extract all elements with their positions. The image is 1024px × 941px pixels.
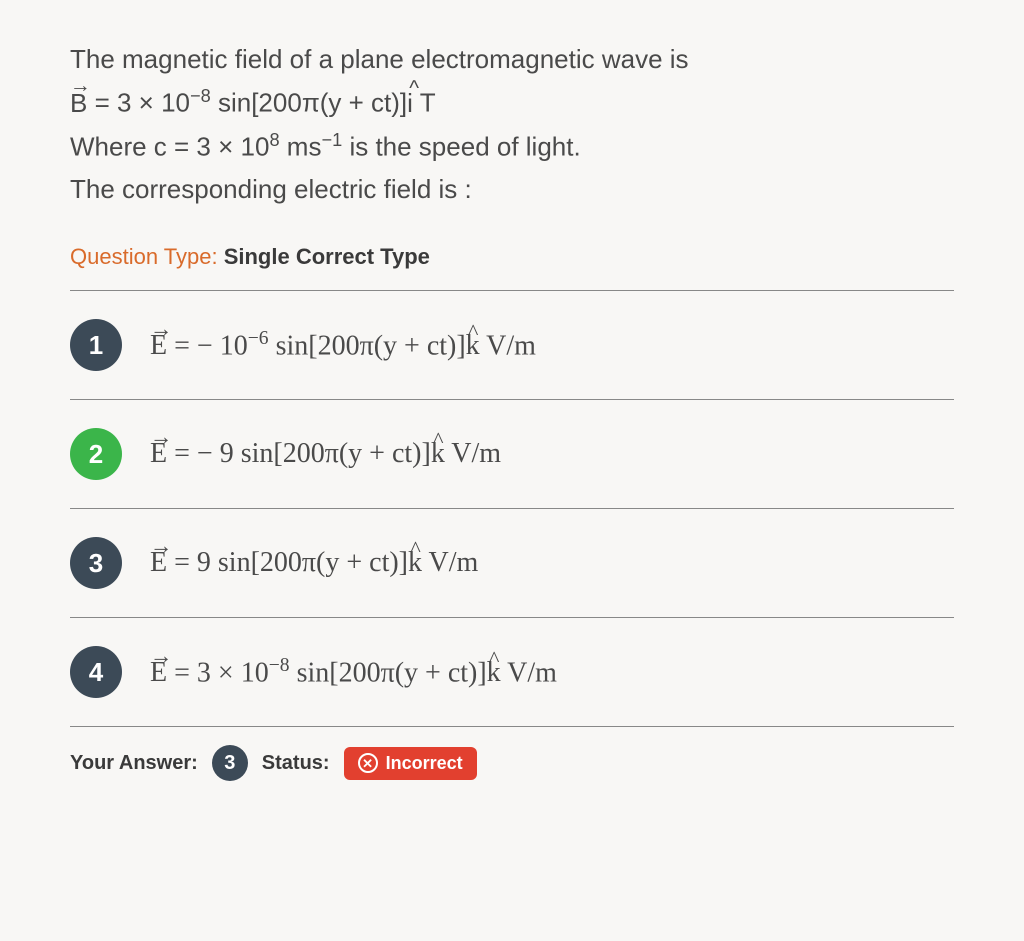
- option-2-badge: 2: [70, 428, 122, 480]
- status-label: Status:: [262, 752, 330, 775]
- vector-e: E: [150, 657, 167, 689]
- separator: [70, 726, 954, 727]
- option-4-badge: 4: [70, 646, 122, 698]
- unit-k-hat: k: [431, 438, 445, 470]
- question-line-2: B = 3 × 10−8 sin[200π(y + ct)]i T: [70, 83, 954, 123]
- option-4[interactable]: 4 E = 3 × 10−8 sin[200π(y + ct)]k V/m: [70, 618, 954, 726]
- question-type-row: Question Type: Single Correct Type: [70, 244, 954, 270]
- option-4-text: E = 3 × 10−8 sin[200π(y + ct)]k V/m: [150, 655, 557, 689]
- your-answer-label: Your Answer:: [70, 752, 198, 775]
- question-line-3: Where c = 3 × 108 ms−1 is the speed of l…: [70, 127, 954, 167]
- option-2-text: E = − 9 sin[200π(y + ct)]k V/m: [150, 438, 501, 470]
- question-line-4: The corresponding electric field is :: [70, 170, 954, 209]
- option-3-badge: 3: [70, 537, 122, 589]
- question-type-value: Single Correct Type: [224, 244, 430, 269]
- status-pill: ✕ Incorrect: [344, 747, 477, 780]
- option-3-text: E = 9 sin[200π(y + ct)]k V/m: [150, 547, 478, 579]
- vector-e: E: [150, 547, 167, 579]
- option-3[interactable]: 3 E = 9 sin[200π(y + ct)]k V/m: [70, 509, 954, 617]
- your-answer-badge: 3: [212, 745, 248, 781]
- vector-b: B: [70, 84, 87, 123]
- vector-e: E: [150, 438, 167, 470]
- question-text: The magnetic field of a plane electromag…: [70, 40, 954, 209]
- unit-k-hat: k: [466, 330, 480, 362]
- question-line-1: The magnetic field of a plane electromag…: [70, 40, 954, 79]
- footer-row: Your Answer: 3 Status: ✕ Incorrect: [70, 745, 954, 781]
- vector-e: E: [150, 330, 167, 362]
- unit-k-hat: k: [408, 547, 422, 579]
- option-2[interactable]: 2 E = − 9 sin[200π(y + ct)]k V/m: [70, 400, 954, 508]
- question-type-label: Question Type:: [70, 244, 224, 269]
- unit-k-hat: k: [487, 657, 501, 689]
- option-1[interactable]: 1 E = − 10−6 sin[200π(y + ct)]k V/m: [70, 291, 954, 399]
- status-value: Incorrect: [386, 753, 463, 774]
- option-1-badge: 1: [70, 319, 122, 371]
- unit-i-hat: i: [407, 84, 413, 123]
- incorrect-icon: ✕: [358, 753, 378, 773]
- option-1-text: E = − 10−6 sin[200π(y + ct)]k V/m: [150, 328, 536, 362]
